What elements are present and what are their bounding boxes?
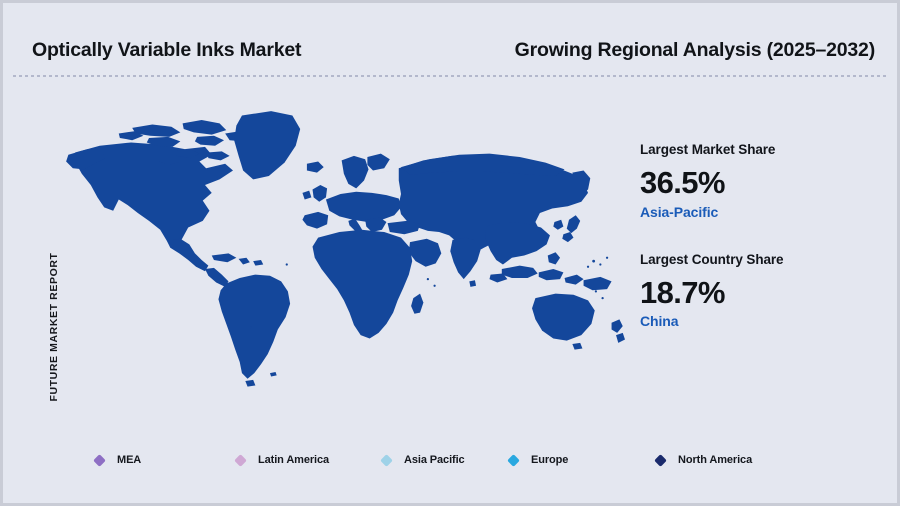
legend-marker-icon	[507, 453, 520, 467]
legend-item-label: MEA	[117, 454, 142, 466]
stat-largest-country-share: Largest Country Share 18.7% China	[640, 252, 890, 330]
stat-label: Largest Country Share	[640, 251, 784, 267]
legend-item: MEA	[93, 448, 142, 472]
legend-item-label: North America	[678, 454, 753, 466]
legend-item-label: Asia Pacific	[404, 454, 465, 466]
map-landmasses	[66, 111, 625, 387]
header: Optically Variable Inks Market Growing R…	[3, 3, 897, 75]
header-divider	[13, 75, 889, 77]
legend-marker-icon	[380, 453, 393, 467]
legend: MEA Latin America Asia Pacific Europe No…	[3, 448, 897, 476]
stat-region: Asia-Pacific	[640, 203, 719, 220]
stat-value: 18.7%	[640, 274, 726, 310]
legend-item: North America	[654, 448, 753, 472]
legend-item-label: Latin America	[258, 454, 330, 466]
legend-item: Europe	[507, 448, 569, 472]
infographic-canvas: Optically Variable Inks Market Growing R…	[3, 3, 897, 503]
legend-marker-icon	[654, 453, 667, 467]
legend-marker-icon	[234, 453, 247, 467]
world-map-svg	[66, 111, 625, 387]
header-subtitle: Growing Regional Analysis (2025–2032)	[514, 39, 876, 61]
legend-item: Asia Pacific	[380, 448, 465, 472]
legend-marker-icon	[93, 453, 106, 467]
stats-panel: Largest Market Share 36.5% Asia-Pacific …	[640, 142, 890, 329]
stat-value: 36.5%	[640, 165, 726, 200]
page-title: Optically Variable Inks Market	[32, 39, 302, 61]
stat-label: Largest Market Share	[640, 142, 776, 157]
stat-region: China	[640, 313, 679, 330]
legend-item: Latin America	[234, 448, 330, 472]
stat-largest-market-share: Largest Market Share 36.5% Asia-Pacific	[640, 142, 890, 220]
legend-item-label: Europe	[531, 454, 569, 466]
world-map	[65, 101, 625, 409]
brand-vertical-label: FUTURE MARKET REPORT	[48, 252, 60, 402]
